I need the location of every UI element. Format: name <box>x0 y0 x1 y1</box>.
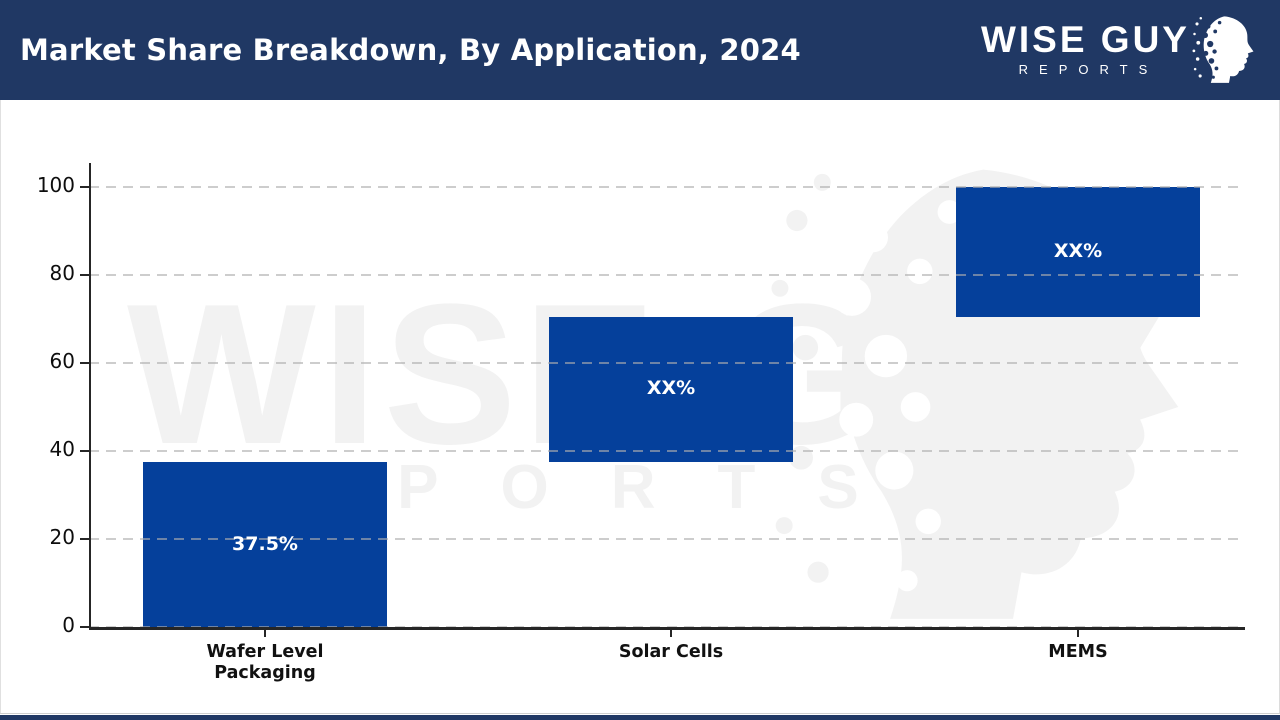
y-tick-60 <box>80 362 89 364</box>
bar-value-label: XX% <box>1053 239 1103 262</box>
gridline-y-60 <box>89 362 1245 364</box>
wiseguy-logo: WISE GUY REPORTS <box>981 6 1266 92</box>
y-tick-20 <box>80 538 89 540</box>
y-tick-label-20: 20 <box>49 525 75 549</box>
plot-area: 0 20 40 60 80 100 37.5% Wafer Level Packaging XX… <box>37 163 1245 683</box>
x-tick <box>1077 630 1079 637</box>
x-category-label: Wafer Level Packaging <box>206 642 324 683</box>
footer-divider <box>0 713 1280 714</box>
bar-value-label: 37.5% <box>232 532 298 555</box>
x-tick <box>670 630 672 637</box>
logo-face-icon <box>1192 16 1254 83</box>
logo-text: WISE GUY REPORTS <box>980 19 1190 77</box>
gridline-y-100 <box>89 186 1245 188</box>
x-category-label: MEMS <box>1048 642 1108 662</box>
y-tick-100 <box>80 186 89 188</box>
header-bar: Market Share Breakdown, By Application, … <box>0 0 1280 100</box>
y-tick-label-100: 100 <box>36 173 75 197</box>
x-category-label: Solar Cells <box>618 642 724 662</box>
x-axis-line <box>89 627 1245 630</box>
y-tick-label-80: 80 <box>49 261 75 285</box>
gridline-y-80 <box>89 274 1245 276</box>
x-tick <box>264 630 266 637</box>
gridline-y-40 <box>89 450 1245 452</box>
bar-value-label: XX% <box>646 377 696 400</box>
logo-wordmark: WISE GUY <box>980 19 1190 61</box>
bar-segment <box>549 316 793 462</box>
y-tick-40 <box>80 450 89 452</box>
y-tick-label-0: 0 <box>62 613 75 637</box>
chart-area: WISE GUY REPORTS 0 20 40 <box>0 100 1280 714</box>
bar-segment <box>143 462 387 627</box>
y-tick-label-40: 40 <box>49 437 75 461</box>
y-tick-0 <box>80 626 89 628</box>
gridline-y-20 <box>89 538 1245 540</box>
footer-bar <box>0 715 1280 720</box>
y-tick-label-60: 60 <box>49 349 75 373</box>
logo-subtitle: REPORTS <box>1018 61 1159 77</box>
y-tick-80 <box>80 274 89 276</box>
page-title: Market Share Breakdown, By Application, … <box>20 33 801 67</box>
y-axis-line <box>89 163 91 630</box>
